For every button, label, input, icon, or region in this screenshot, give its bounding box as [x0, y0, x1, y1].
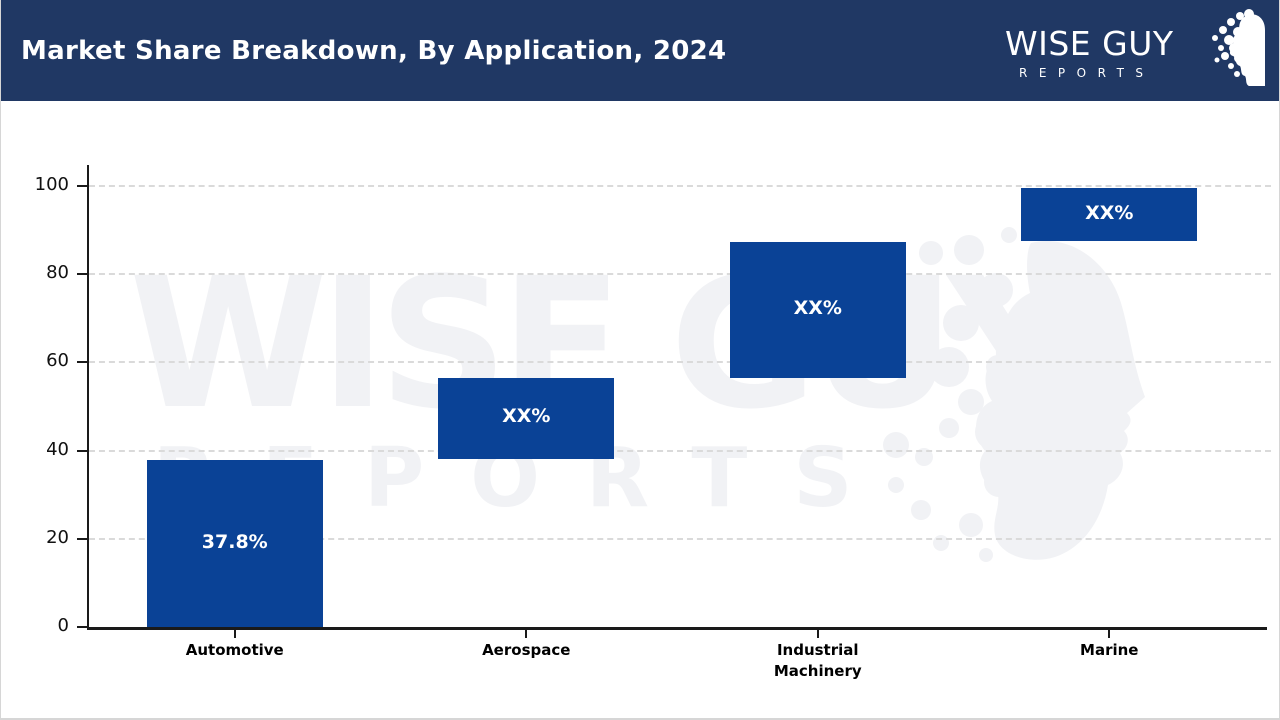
gridline-40 — [89, 449, 1271, 452]
x-axis-tick-3 — [816, 630, 819, 638]
y-axis-tick-20 — [77, 537, 87, 540]
x-category-label: Automotive — [125, 640, 345, 661]
x-category-label: Industrial Machinery — [708, 640, 928, 682]
bar-industrial-machinery — [729, 242, 906, 378]
bar-aerospace — [438, 377, 615, 459]
y-axis-tick-label-60: 60 — [46, 350, 69, 372]
x-category-label: Aerospace — [416, 640, 636, 661]
y-axis-tick-label-40: 40 — [46, 438, 69, 460]
bar-value-label: XX% — [1085, 201, 1134, 224]
bar-marine — [1021, 188, 1198, 242]
brand-logo-face-icon — [1212, 9, 1265, 86]
bar-automotive — [146, 460, 323, 627]
bar-value-label: XX% — [793, 296, 842, 319]
gridline-60 — [89, 361, 1271, 364]
bar-value-label: XX% — [502, 405, 551, 428]
y-axis-tick-label-0: 0 — [57, 615, 69, 636]
brand-logo: WISE GUY REPORTS — [1005, 8, 1267, 94]
y-axis-tick-label-20: 20 — [46, 526, 69, 548]
page-title: Market Share Breakdown, By Application, … — [21, 35, 727, 66]
y-axis-tick-label-100: 100 — [34, 174, 69, 195]
x-category-label-line: Aerospace — [482, 641, 571, 659]
brand-logo-name: WISE GUY — [1005, 24, 1174, 63]
x-axis-tick-1 — [233, 630, 236, 638]
gridline-20 — [89, 537, 1271, 540]
header-bar: Market Share Breakdown, By Application, … — [1, 0, 1279, 101]
y-axis-tick-100 — [77, 185, 87, 187]
y-axis-tick-label-80: 80 — [46, 262, 69, 284]
watermark-face-dots — [883, 227, 1145, 562]
x-axis-spine — [87, 627, 1267, 630]
x-axis-tick-4 — [1108, 630, 1111, 638]
brand-logo-subtitle: REPORTS — [1019, 66, 1155, 80]
x-category-label-line: Marine — [1080, 641, 1139, 659]
x-axis-tick-2 — [525, 630, 528, 638]
y-axis-tick-40 — [77, 449, 87, 452]
y-axis-spine — [87, 165, 89, 630]
x-category-label-line: Machinery — [773, 662, 862, 680]
y-axis-tick-60 — [77, 361, 87, 364]
gridline-100 — [89, 185, 1271, 187]
bar-value-label: 37.8% — [201, 530, 268, 553]
x-category-label: Marine — [999, 640, 1219, 661]
gridline-80 — [89, 273, 1271, 276]
y-axis-tick-80 — [77, 273, 87, 276]
x-category-label-line: Automotive — [185, 641, 284, 659]
y-axis-tick-0 — [77, 626, 87, 628]
x-category-label-line: Industrial — [776, 641, 859, 659]
